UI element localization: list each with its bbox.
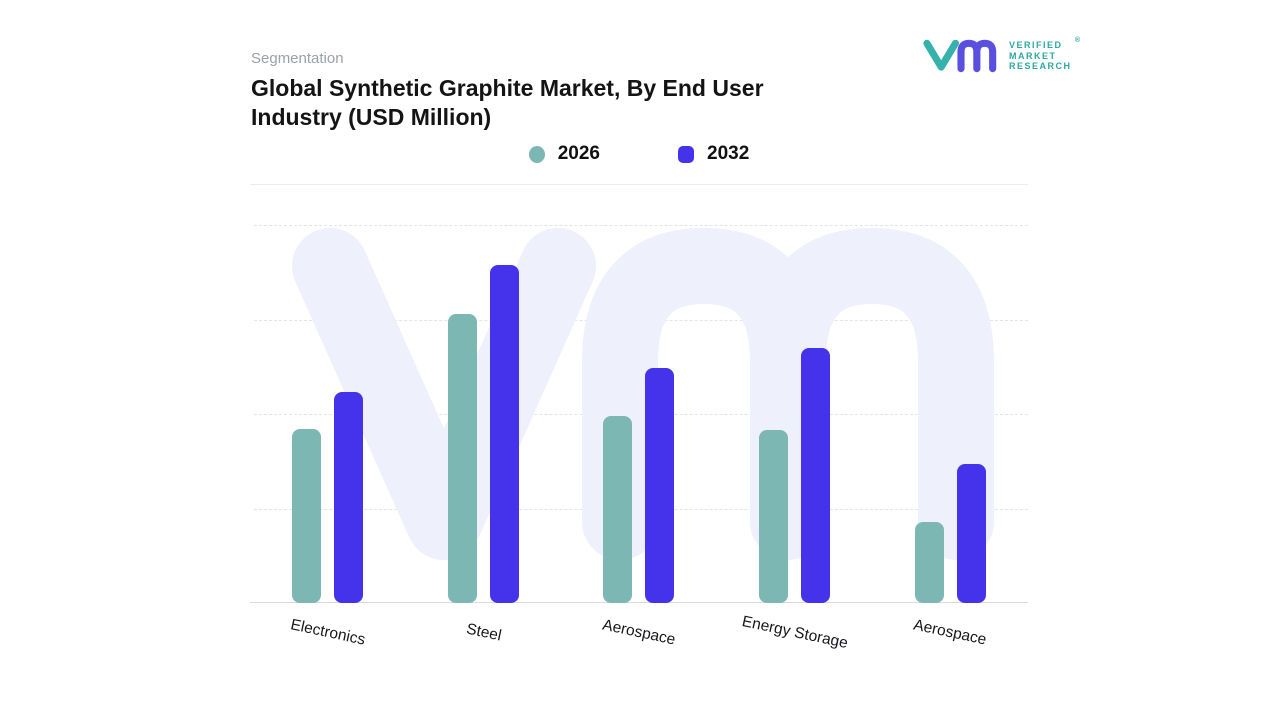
vmr-logo-text: VERIFIED MARKET RESEARCH ®	[1009, 37, 1080, 72]
vmr-logo: VERIFIED MARKET RESEARCH ®	[923, 34, 1080, 78]
vmr-logo-line3: RESEARCH	[1009, 61, 1072, 72]
bar-2026-energy-storage	[759, 429, 789, 603]
bar-2032-aerospace	[956, 463, 986, 603]
x-axis-line	[250, 602, 1028, 603]
bar-2026-steel	[447, 313, 477, 603]
vmr-watermark-icon	[292, 228, 994, 560]
bar-2026-aerospace	[914, 522, 944, 603]
vmr-logo-line2: MARKET	[1009, 50, 1057, 61]
header-divider	[250, 184, 1028, 185]
category-label-electronics: Electronics	[289, 616, 367, 649]
bar-2026-electronics	[292, 428, 322, 603]
category-label-aerospace: Aerospace	[912, 616, 989, 649]
category-label-energy-storage: Energy Storage	[740, 612, 850, 653]
bar-group-aerospace	[872, 225, 1028, 603]
bar-2032-energy-storage	[801, 348, 831, 603]
bar-group-energy-storage	[717, 225, 873, 603]
bar-group-electronics	[250, 225, 406, 603]
vmr-logo-icon	[923, 39, 997, 73]
gridline	[254, 225, 1028, 226]
registered-trademark: ®	[1074, 37, 1082, 45]
bar-2026-aerospace	[603, 416, 633, 603]
category-label-steel: Steel	[464, 620, 503, 645]
bar-2032-electronics	[334, 392, 364, 603]
legend-label: 2026	[557, 143, 600, 164]
bar-group-aerospace	[561, 225, 717, 603]
legend-marker-2032	[678, 145, 694, 163]
legend-marker-2026	[528, 145, 545, 163]
category-label-aerospace: Aerospace	[601, 616, 678, 649]
x-axis-labels: Electronics Steel Aerospace Energy Storage A…	[250, 613, 1028, 652]
plot-area	[250, 225, 1028, 603]
bar-group-steel	[406, 225, 562, 603]
chart-title: Global Synthetic Graphite Market, By End…	[251, 75, 764, 131]
bar-2032-aerospace	[645, 368, 675, 603]
legend-item-2026: 2026	[528, 143, 600, 165]
legend-label: 2032	[707, 143, 750, 164]
vmr-logo-line1: VERIFIED	[1009, 40, 1063, 51]
bar-2032-steel	[489, 264, 519, 603]
eyebrow-segmentation: Segmentation	[251, 50, 344, 67]
chart-legend: 2026 2032	[250, 143, 1028, 165]
bar-chart	[250, 225, 1028, 603]
legend-item-2032: 2032	[678, 143, 749, 165]
